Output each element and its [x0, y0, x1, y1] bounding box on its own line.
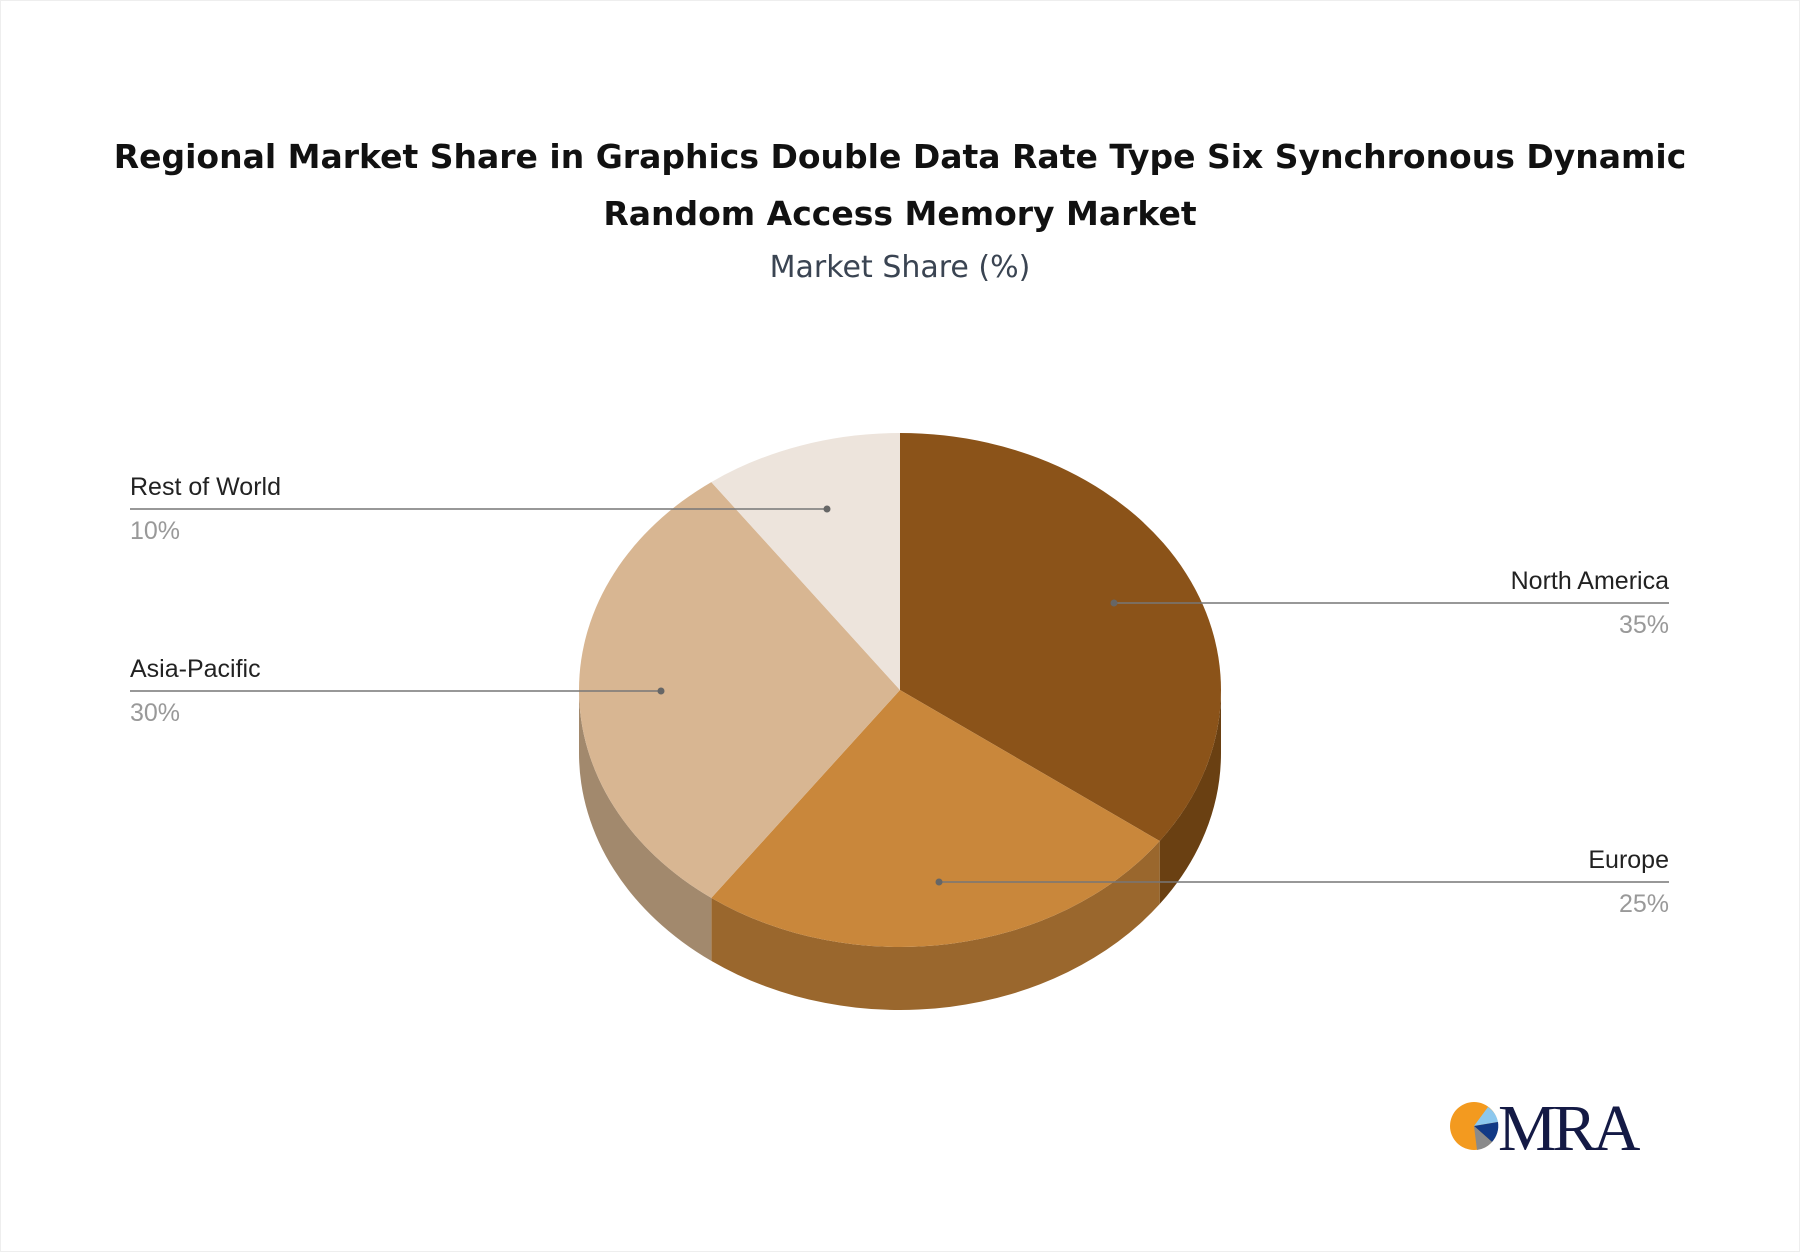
slice-asia-pacific[interactable]	[578, 482, 900, 898]
value-label-rest-of-world: 10%	[130, 517, 180, 545]
logo-text: MRA	[1498, 1092, 1641, 1165]
chart-title-line-1: Regional Market Share in Graphics Double…	[114, 137, 1687, 176]
leader-dot-rest-of-world	[823, 505, 831, 513]
chart-subtitle: Market Share (%)	[770, 250, 1031, 285]
leader-dot-europe	[935, 878, 943, 886]
slice-side-europe	[711, 841, 1160, 1010]
label-europe: Europe	[1588, 846, 1669, 874]
slice-side-north-america	[1159, 690, 1221, 905]
slice-side-asia-pacific	[579, 690, 712, 961]
chart-title-line-2: Random Access Memory Market	[603, 194, 1197, 233]
label-north-america: North America	[1511, 567, 1669, 595]
slice-north-america[interactable]	[900, 433, 1221, 842]
label-asia-pacific: Asia-Pacific	[130, 655, 261, 683]
leader-dot-north-america	[1110, 599, 1118, 607]
value-label-asia-pacific: 30%	[130, 699, 180, 727]
slice-rest-of-world[interactable]	[711, 433, 900, 690]
label-rest-of-world: Rest of World	[130, 473, 281, 501]
value-label-north-america: 35%	[1619, 611, 1669, 639]
leader-dot-asia-pacific	[657, 687, 665, 695]
logo-pie-icon	[1450, 1102, 1499, 1150]
value-label-europe: 25%	[1619, 890, 1669, 918]
mra-logo: MRA	[1450, 1092, 1645, 1165]
